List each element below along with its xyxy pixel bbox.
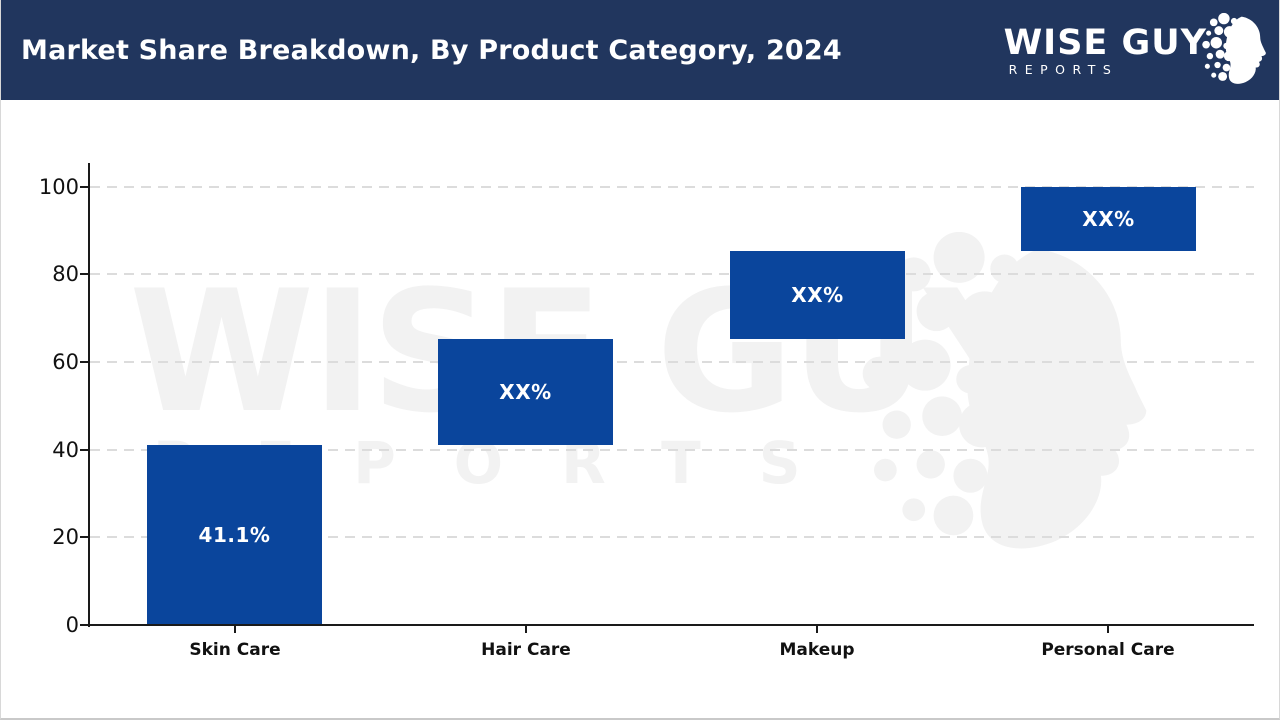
logo-subtext: REPORTS	[1008, 62, 1119, 78]
x-tick-label-3: Personal Care	[1041, 640, 1175, 660]
y-tick-20	[80, 536, 89, 539]
x-tick-1	[525, 626, 527, 633]
gridline-40	[90, 448, 1254, 451]
gridline-100	[90, 185, 1254, 188]
x-tick-label-1: Hair Care	[481, 640, 571, 660]
bar-value-label: 41.1%	[198, 523, 271, 547]
wiseguy-logo: WISE GUY REPORTS	[1004, 10, 1271, 92]
y-axis-line	[88, 163, 90, 627]
page-title: Market Share Breakdown, By Product Categ…	[21, 34, 842, 66]
x-tick-label-0: Skin Care	[189, 640, 281, 660]
y-tick-label-0: 0	[65, 613, 79, 637]
y-tick-label-80: 80	[52, 262, 79, 287]
x-axis-line	[88, 624, 1254, 626]
y-tick-60	[80, 360, 89, 363]
logo-text: WISE GUY REPORTS	[1003, 22, 1207, 78]
gridline-80	[90, 273, 1254, 276]
logo-wordmark: WISE GUY	[1003, 22, 1207, 63]
x-tick-0	[234, 626, 236, 633]
bar-skin-care: 41.1%	[147, 445, 322, 625]
gridline-20	[90, 536, 1254, 539]
x-tick-2	[816, 626, 818, 633]
header: Market Share Breakdown, By Product Categ…	[1, 0, 1279, 100]
y-tick-label-20: 20	[52, 525, 79, 550]
bar-personal-care: XX%	[1021, 187, 1196, 251]
gridline-60	[90, 360, 1254, 363]
y-tick-80	[80, 273, 89, 276]
y-tick-label-40: 40	[52, 437, 79, 462]
x-tick-3	[1107, 626, 1109, 633]
bar-value-label: XX%	[499, 380, 552, 404]
y-tick-0	[80, 624, 89, 626]
y-tick-100	[80, 185, 89, 188]
y-tick-label-60: 60	[52, 349, 79, 374]
bar-value-label: XX%	[791, 283, 844, 307]
bar-makeup: XX%	[730, 251, 905, 339]
y-tick-40	[80, 448, 89, 451]
y-tick-label-100: 100	[38, 174, 79, 199]
bar-hair-care: XX%	[438, 339, 613, 445]
bar-value-label: XX%	[1082, 207, 1135, 231]
x-tick-label-2: Makeup	[779, 640, 855, 660]
